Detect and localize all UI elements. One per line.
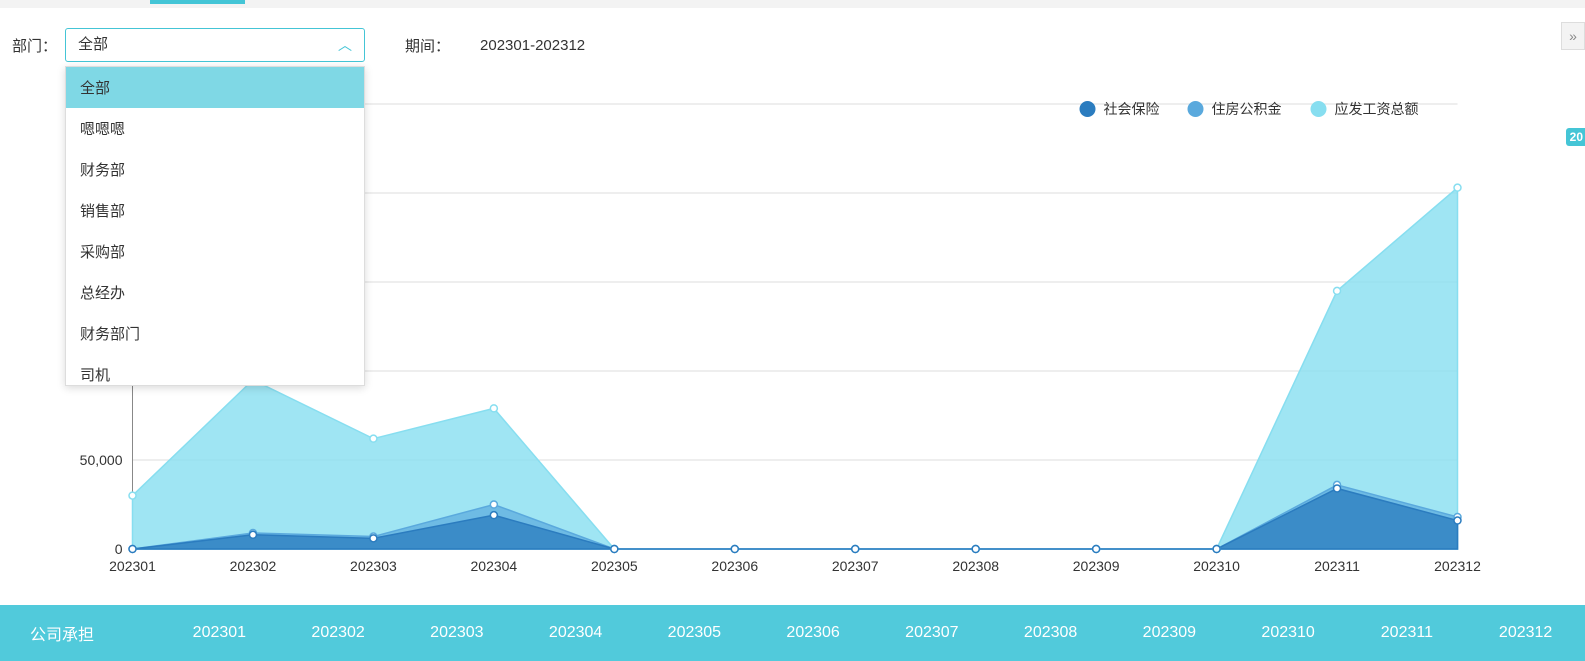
dept-option[interactable]: 销售部 (66, 190, 364, 231)
svg-text:202302: 202302 (230, 558, 277, 574)
svg-text:202309: 202309 (1073, 558, 1120, 574)
top-tab-strip (0, 0, 1585, 8)
period-value: 202301-202312 (480, 37, 585, 54)
svg-text:202308: 202308 (952, 558, 999, 574)
expand-icon: » (1569, 28, 1577, 44)
chevron-up-icon: ︿ (338, 29, 352, 61)
dept-option[interactable]: 采购部 (66, 231, 364, 272)
table-header-row: 公司承担202301202302202303202304202305202306… (0, 605, 1585, 661)
dept-label: 部门： (12, 35, 57, 56)
svg-text:应发工资总额: 应发工资总额 (1335, 101, 1419, 117)
table-header-col: 202311 (1348, 624, 1467, 642)
dept-option[interactable]: 全部 (66, 67, 364, 108)
svg-text:202307: 202307 (832, 558, 879, 574)
svg-text:202311: 202311 (1314, 558, 1360, 574)
table-header-col: 202305 (635, 624, 754, 642)
dept-option[interactable]: 嗯嗯嗯 (66, 108, 364, 149)
expand-panel-button[interactable]: » (1561, 22, 1585, 50)
period-label: 期间： (405, 35, 450, 56)
table-header-col: 202312 (1466, 624, 1585, 642)
table-header-col: 202306 (754, 624, 873, 642)
svg-text:202303: 202303 (350, 558, 397, 574)
table-header-col: 202302 (279, 624, 398, 642)
svg-text:住房公积金: 住房公积金 (1212, 101, 1282, 117)
svg-text:社会保险: 社会保险 (1104, 101, 1160, 117)
svg-text:202304: 202304 (471, 558, 518, 574)
dept-option[interactable]: 总经办 (66, 272, 364, 313)
dept-dropdown[interactable]: 全部嗯嗯嗯财务部销售部采购部总经办财务部门司机 (65, 66, 365, 386)
svg-text:202306: 202306 (711, 558, 758, 574)
dept-option[interactable]: 财务部门 (66, 313, 364, 354)
dept-option[interactable]: 司机 (66, 354, 364, 386)
dept-select-value: 全部 (78, 29, 108, 61)
table-header-col: 202301 (160, 624, 279, 642)
svg-text:202310: 202310 (1193, 558, 1240, 574)
table-header-label: 公司承担 (0, 621, 160, 645)
table-header-col: 202308 (991, 624, 1110, 642)
svg-text:202312: 202312 (1434, 558, 1481, 574)
table-header-col: 202309 (1110, 624, 1229, 642)
svg-text:0: 0 (115, 541, 123, 557)
table-header-col: 202303 (398, 624, 517, 642)
svg-text:50,000: 50,000 (80, 452, 123, 468)
dept-select-box[interactable]: 全部 ︿ (65, 28, 365, 62)
filters-bar: 部门： 全部 ︿ 全部嗯嗯嗯财务部销售部采购部总经办财务部门司机 期间： 202… (0, 8, 1585, 64)
svg-text:202305: 202305 (591, 558, 638, 574)
table-header-col: 202310 (1229, 624, 1348, 642)
table-header-col: 202304 (516, 624, 635, 642)
active-tab-indicator (150, 0, 245, 4)
dept-option[interactable]: 财务部 (66, 149, 364, 190)
svg-text:202301: 202301 (109, 558, 156, 574)
dept-select[interactable]: 全部 ︿ 全部嗯嗯嗯财务部销售部采购部总经办财务部门司机 (65, 28, 365, 62)
table-header-col: 202307 (873, 624, 992, 642)
